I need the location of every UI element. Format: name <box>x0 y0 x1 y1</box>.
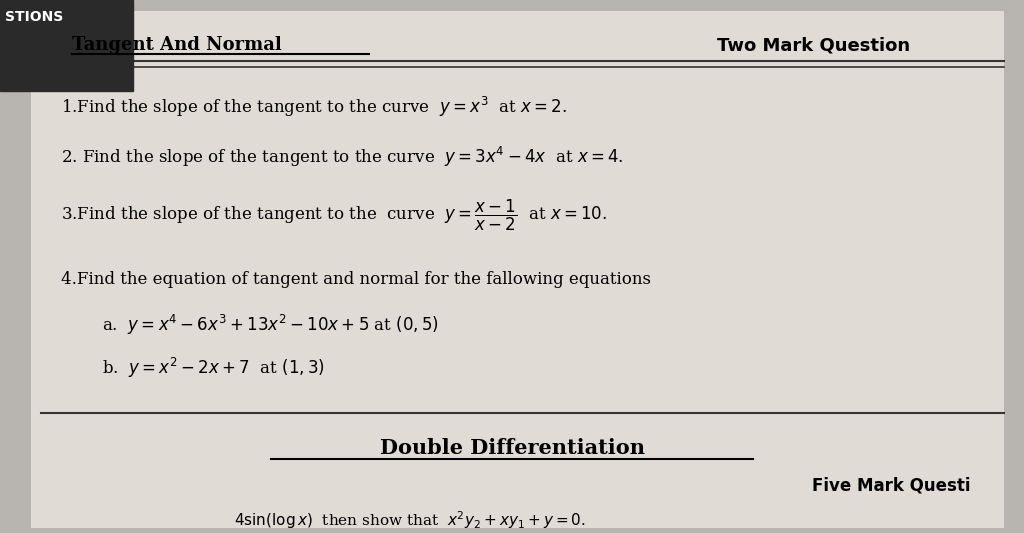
Text: STIONS: STIONS <box>5 10 63 25</box>
Text: $4\sin(\log x)$  then show that  $x^2y_2 + xy_1 + y = 0$.: $4\sin(\log x)$ then show that $x^2y_2 +… <box>233 509 586 530</box>
Text: Tangent And Normal: Tangent And Normal <box>72 36 282 54</box>
Text: 1.Find the slope of the tangent to the curve  $y = x^3$  at $x=2$.: 1.Find the slope of the tangent to the c… <box>61 94 567 119</box>
Text: b.  $y = x^2 - 2x + 7$  at $(1,3)$: b. $y = x^2 - 2x + 7$ at $(1,3)$ <box>102 356 326 380</box>
Text: 2. Find the slope of the tangent to the curve  $y = 3x^4 - 4x$  at $x=4$.: 2. Find the slope of the tangent to the … <box>61 145 624 169</box>
Text: 3.Find the slope of the tangent to the  curve  $y = \dfrac{x-1}{x-2}$  at $x=10$: 3.Find the slope of the tangent to the c… <box>61 198 607 233</box>
Polygon shape <box>0 0 133 91</box>
Text: 4.Find the equation of tangent and normal for the fallowing equations: 4.Find the equation of tangent and norma… <box>61 271 651 288</box>
Text: Five Mark Questi: Five Mark Questi <box>812 476 970 494</box>
Text: Two Mark Question: Two Mark Question <box>717 36 910 54</box>
Text: Double Differentiation: Double Differentiation <box>380 438 644 458</box>
Text: a.  $y = x^4 - 6x^3 + 13x^2 - 10x + 5$ at $(0,5)$: a. $y = x^4 - 6x^3 + 13x^2 - 10x + 5$ at… <box>102 313 439 337</box>
